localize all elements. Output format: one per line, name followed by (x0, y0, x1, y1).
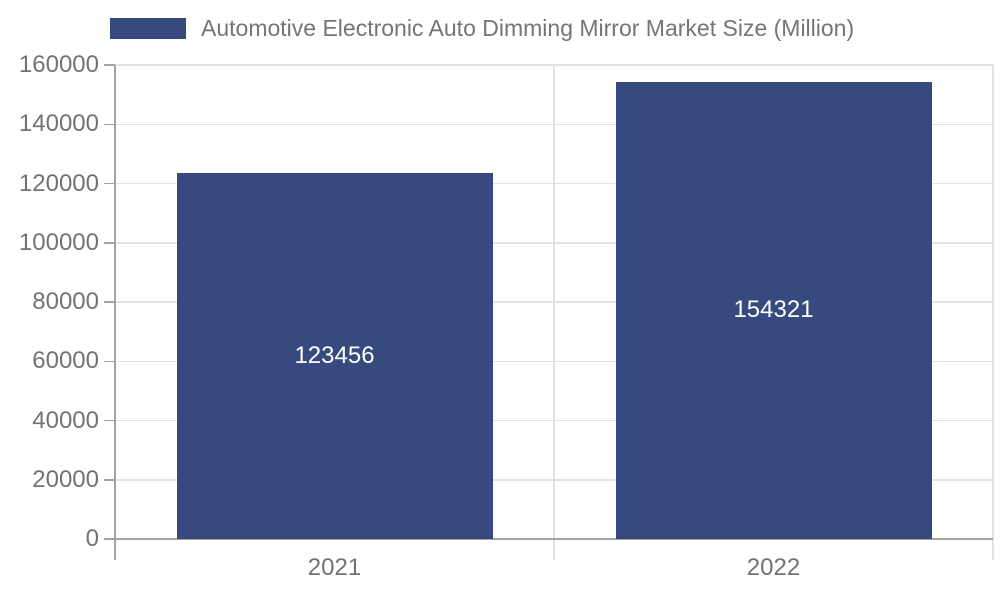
bar-value-label: 123456 (294, 342, 375, 370)
y-axis-tick (104, 538, 115, 540)
y-axis-tick-label: 20000 (32, 465, 99, 493)
legend: Automotive Electronic Auto Dimming Mirro… (110, 12, 854, 44)
x-split-line (553, 65, 555, 560)
x-axis-tick-label: 2022 (746, 554, 801, 581)
x-axis-line (115, 538, 993, 540)
y-axis-tick-label: 140000 (18, 110, 99, 138)
bar-value-label: 154321 (733, 296, 814, 324)
legend-swatch (110, 17, 186, 39)
y-axis-tick (104, 242, 115, 244)
y-axis-tick-label: 80000 (32, 288, 99, 315)
y-axis-tick (104, 479, 115, 481)
y-axis-tick (104, 301, 115, 303)
x-axis-tick-label: 2021 (307, 554, 362, 581)
y-axis-tick-label: 160000 (18, 51, 99, 78)
y-axis-tick-label: 0 (85, 525, 99, 552)
chart-title: Automotive Electronic Auto Dimming Mirro… (201, 14, 855, 41)
y-axis-tick-label: 40000 (32, 406, 99, 434)
y-axis-tick-label: 120000 (18, 169, 99, 197)
y-axis-tick (104, 123, 115, 125)
x-split-line (992, 65, 994, 560)
y-axis-tick-label: 100000 (18, 228, 99, 256)
bar-2021: 123456 (176, 173, 493, 539)
y-axis-line (114, 65, 116, 560)
y-axis-tick (104, 182, 115, 185)
y-axis-tick-label: 60000 (32, 347, 99, 375)
bar-2022: 154321 (615, 81, 932, 539)
y-axis-tick (104, 360, 115, 362)
y-axis-tick (104, 64, 115, 66)
y-axis-tick (104, 419, 115, 422)
